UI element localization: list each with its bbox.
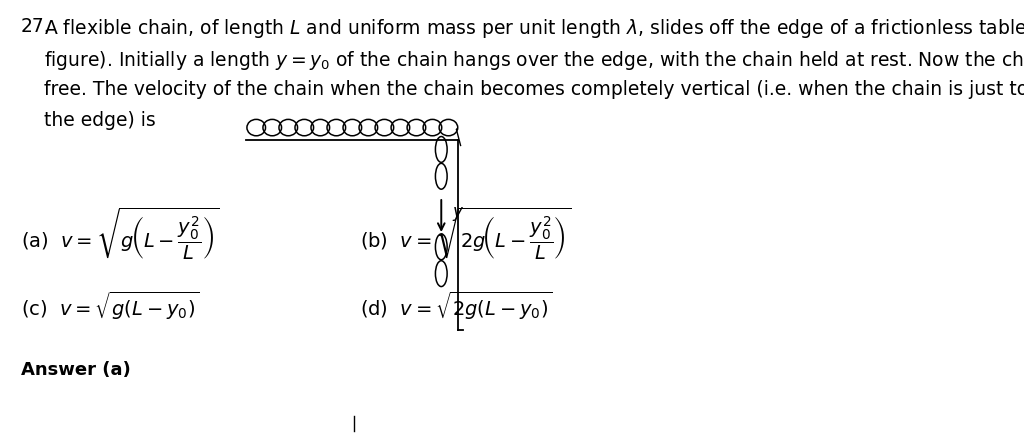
Text: (a)  $v = \sqrt{g\!\left(L - \dfrac{y_0^2}{L}\right)}$: (a) $v = \sqrt{g\!\left(L - \dfrac{y_0^2…	[20, 206, 219, 262]
Text: (c)  $v = \sqrt{g(L - y_0)}$: (c) $v = \sqrt{g(L - y_0)}$	[20, 290, 199, 322]
Text: $y$: $y$	[452, 205, 464, 223]
Text: A flexible chain, of length $L$ and uniform mass per unit length $\lambda$, slid: A flexible chain, of length $L$ and unif…	[44, 17, 1024, 40]
Text: the edge) is: the edge) is	[44, 111, 156, 130]
Text: 27.: 27.	[20, 17, 50, 36]
Text: figure). Initially a length $y = y_0$ of the chain hangs over the edge, with the: figure). Initially a length $y = y_0$ of…	[44, 48, 1024, 72]
Text: (b)  $v = \sqrt{2g\!\left(L - \dfrac{y_0^2}{L}\right)}$: (b) $v = \sqrt{2g\!\left(L - \dfrac{y_0^…	[359, 206, 571, 262]
Text: (d)  $v = \sqrt{2g(L - y_0)}$: (d) $v = \sqrt{2g(L - y_0)}$	[359, 290, 552, 322]
Text: free. The velocity of the chain when the chain becomes completely vertical (i.e.: free. The velocity of the chain when the…	[44, 80, 1024, 99]
Text: Answer (a): Answer (a)	[20, 361, 130, 379]
